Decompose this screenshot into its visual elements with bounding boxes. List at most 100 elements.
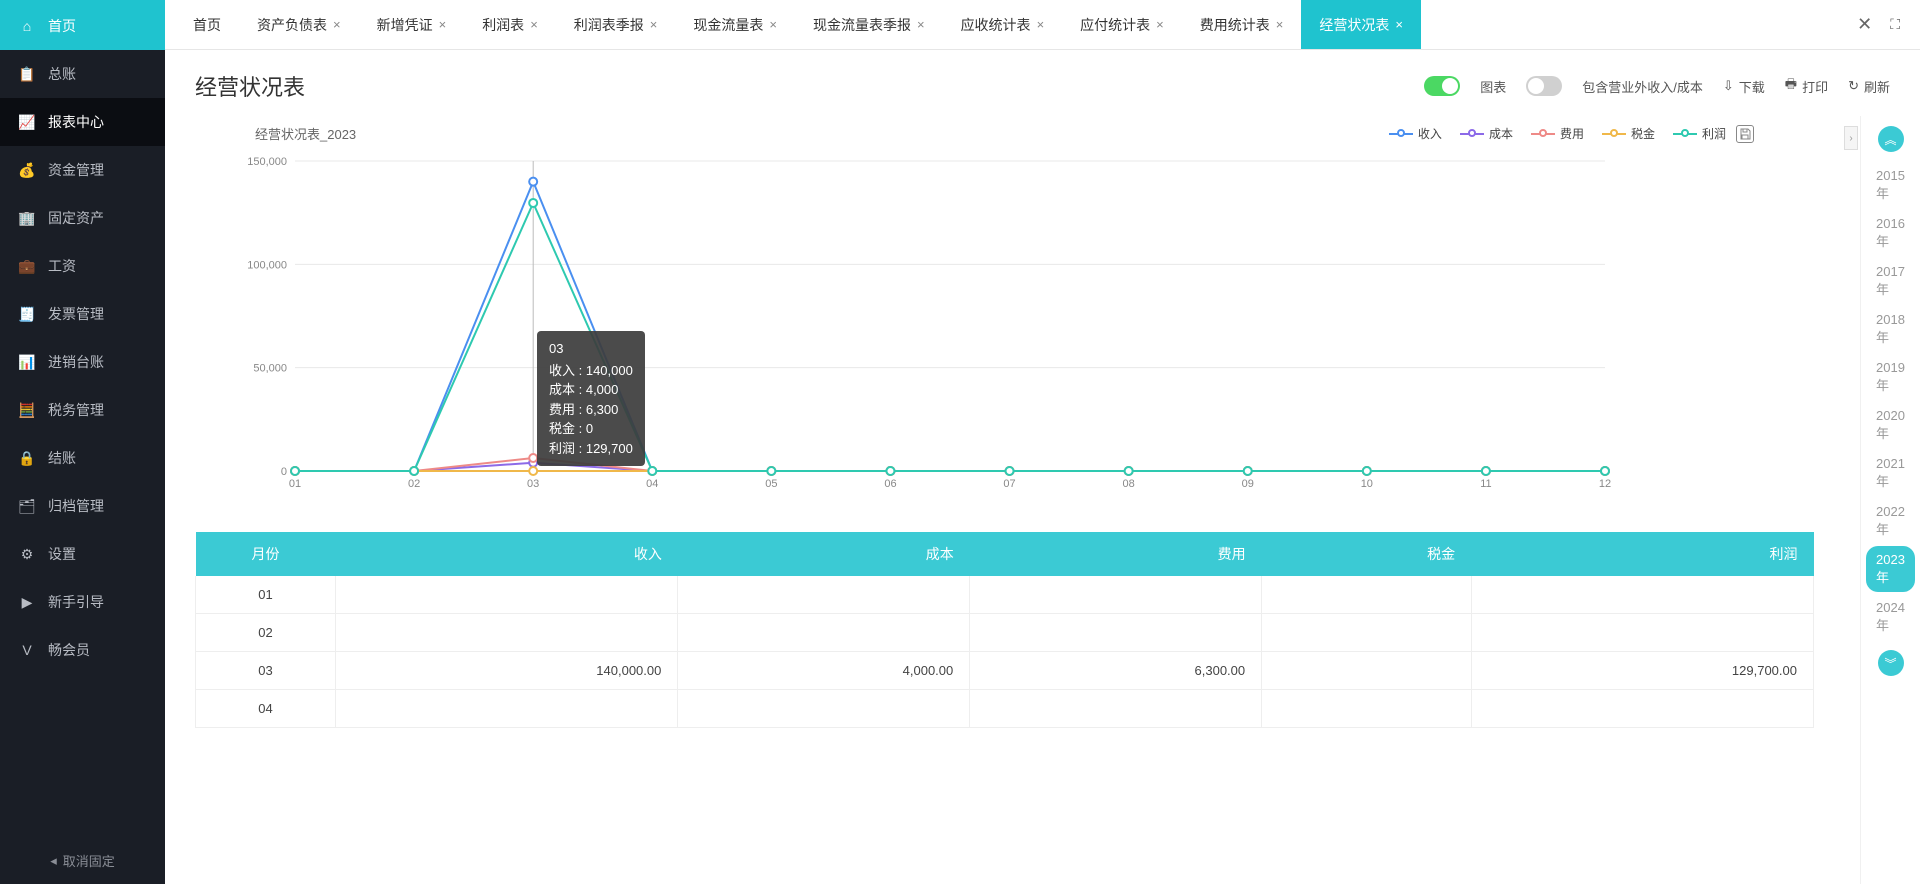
close-all-icon[interactable]: ✕ — [1857, 14, 1872, 35]
legend-label: 利润 — [1702, 125, 1726, 142]
cell-value — [1262, 614, 1471, 652]
tab-close-icon[interactable]: × — [1395, 17, 1403, 32]
table-col-5: 利润 — [1471, 532, 1813, 576]
sidebar-item-tax[interactable]: 🧮税务管理 — [0, 386, 165, 434]
tab-label: 资产负债表 — [257, 15, 327, 35]
sidebar-item-inventory[interactable]: 📊 进销台账 — [0, 338, 165, 386]
tab-4[interactable]: 利润表季报× — [556, 0, 676, 49]
tab-close-icon[interactable]: × — [650, 17, 658, 32]
year-scroll-up[interactable]: ︽ — [1878, 126, 1904, 152]
sidebar-item-funds[interactable]: 💰资金管理 — [0, 146, 165, 194]
year-item[interactable]: 2022年 — [1866, 498, 1915, 544]
year-item[interactable]: 2021年 — [1866, 450, 1915, 496]
sidebar-item-vip[interactable]: V畅会员 — [0, 626, 165, 674]
page-header: 经营状况表 图表 包含营业外收入/成本 ⇩ 下载 🖶 打印 ↻ 刷新 — [165, 50, 1920, 116]
cell-value — [678, 690, 970, 728]
main: 首页资产负债表×新增凭证×利润表×利润表季报×现金流量表×现金流量表季报×应收统… — [165, 0, 1920, 884]
sidebar-unpin[interactable]: ◂ 取消固定 — [0, 837, 165, 884]
cell-month: 01 — [196, 576, 336, 614]
legend-item[interactable]: 利润 — [1673, 125, 1726, 142]
svg-text:06: 06 — [884, 478, 896, 490]
cell-value — [1471, 576, 1813, 614]
year-item[interactable]: 2020年 — [1866, 402, 1915, 448]
cell-value — [970, 690, 1262, 728]
cell-value — [1262, 652, 1471, 690]
refresh-button[interactable]: ↻ 刷新 — [1848, 77, 1890, 96]
tab-close-icon[interactable]: × — [439, 17, 447, 32]
tab-close-icon[interactable]: × — [769, 17, 777, 32]
legend-item[interactable]: 税金 — [1602, 125, 1655, 142]
sidebar-item-reports[interactable]: 📈报表中心 — [0, 98, 165, 146]
cell-value — [970, 576, 1262, 614]
year-item[interactable]: 2015年 — [1866, 162, 1915, 208]
refresh-icon: ↻ — [1848, 78, 1859, 94]
tab-3[interactable]: 利润表× — [464, 0, 556, 49]
sidebar-item-label: 进销台账 — [48, 352, 104, 372]
sidebar-item-archive[interactable]: 🗂归档管理 — [0, 482, 165, 530]
svg-text:12: 12 — [1599, 478, 1611, 490]
tab-2[interactable]: 新增凭证× — [359, 0, 465, 49]
closing-icon: 🔒 — [18, 449, 36, 467]
tab-0[interactable]: 首页 — [175, 0, 239, 49]
sidebar-footer-label: 取消固定 — [63, 851, 115, 870]
guide-icon: ▶ — [18, 593, 36, 611]
tab-close-icon[interactable]: × — [917, 17, 925, 32]
tab-close-icon[interactable]: × — [1156, 17, 1164, 32]
cell-value — [1262, 576, 1471, 614]
sidebar-item-guide[interactable]: ▶ 新手引导 — [0, 578, 165, 626]
toggle-extra[interactable] — [1526, 76, 1562, 96]
table-col-1: 收入 — [336, 532, 678, 576]
sidebar-item-closing[interactable]: 🔒 结账 — [0, 434, 165, 482]
year-item[interactable]: 2024年 — [1866, 594, 1915, 640]
year-item[interactable]: 2016年 — [1866, 210, 1915, 256]
sidebar-item-home[interactable]: ⌂首页 — [0, 0, 165, 50]
sidebar-item-settings[interactable]: ⚙设置 — [0, 530, 165, 578]
table-row[interactable]: 01 — [196, 576, 1814, 614]
legend-item[interactable]: 费用 — [1531, 125, 1584, 142]
year-scroll-down[interactable]: ︾ — [1878, 650, 1904, 676]
collapse-rail-icon[interactable]: › — [1844, 126, 1858, 150]
home-icon: ⌂ — [18, 17, 36, 35]
sidebar-item-salary[interactable]: 💼工资 — [0, 242, 165, 290]
tab-7[interactable]: 应收统计表 × — [943, 0, 1063, 49]
tab-label: 应收统计表 — [961, 15, 1031, 35]
tab-1[interactable]: 资产负债表 × — [239, 0, 359, 49]
tab-close-icon[interactable]: × — [530, 17, 538, 32]
sidebar-item-assets[interactable]: 🏢固定资产 — [0, 194, 165, 242]
fullscreen-icon[interactable]: ⛶ — [1890, 16, 1900, 33]
toggle-chart[interactable] — [1424, 76, 1460, 96]
table-row[interactable]: 03140,000.004,000.006,300.00129,700.00 — [196, 652, 1814, 690]
sidebar-item-ledger[interactable]: 📋总账 — [0, 50, 165, 98]
tab-10[interactable]: 经营状况表× — [1301, 0, 1421, 49]
line-chart[interactable]: 050,000100,000150,0000102030405060708091… — [235, 151, 1615, 501]
svg-text:100,000: 100,000 — [247, 259, 287, 271]
sidebar-item-label: 归档管理 — [48, 496, 104, 516]
tab-9[interactable]: 费用统计表× — [1182, 0, 1302, 49]
year-item[interactable]: 2023年 — [1866, 546, 1915, 592]
table-row[interactable]: 02 — [196, 614, 1814, 652]
table-row[interactable]: 04 — [196, 690, 1814, 728]
cell-value — [678, 614, 970, 652]
chart-save-icon[interactable] — [1736, 125, 1754, 143]
tab-5[interactable]: 现金流量表× — [675, 0, 795, 49]
inventory-icon: 📊 — [18, 353, 36, 371]
tab-close-icon[interactable]: × — [1276, 17, 1284, 32]
tab-close-icon[interactable]: × — [333, 17, 341, 32]
svg-text:09: 09 — [1242, 478, 1254, 490]
tab-8[interactable]: 应付统计表× — [1062, 0, 1182, 49]
sidebar: ⌂首页📋总账📈报表中心💰资金管理🏢固定资产💼工资🧾发票管理📊进销台账🧮税务管理🔒… — [0, 0, 165, 884]
sidebar-item-label: 新手引导 — [48, 592, 104, 612]
legend-item[interactable]: 成本 — [1460, 125, 1513, 142]
year-item[interactable]: 2019年 — [1866, 354, 1915, 400]
download-icon: ⇩ — [1723, 78, 1734, 94]
year-item[interactable]: 2018年 — [1866, 306, 1915, 352]
sidebar-item-label: 结账 — [48, 448, 76, 468]
year-item[interactable]: 2017年 — [1866, 258, 1915, 304]
legend-item[interactable]: 收入 — [1389, 125, 1442, 142]
tab-6[interactable]: 现金流量表季报× — [795, 0, 943, 49]
print-button[interactable]: 🖶 打印 — [1785, 75, 1828, 97]
download-button[interactable]: ⇩ 下载 — [1723, 77, 1765, 96]
tab-close-icon[interactable]: × — [1037, 17, 1045, 32]
svg-text:150,000: 150,000 — [247, 156, 287, 168]
sidebar-item-invoice[interactable]: 🧾发票管理 — [0, 290, 165, 338]
